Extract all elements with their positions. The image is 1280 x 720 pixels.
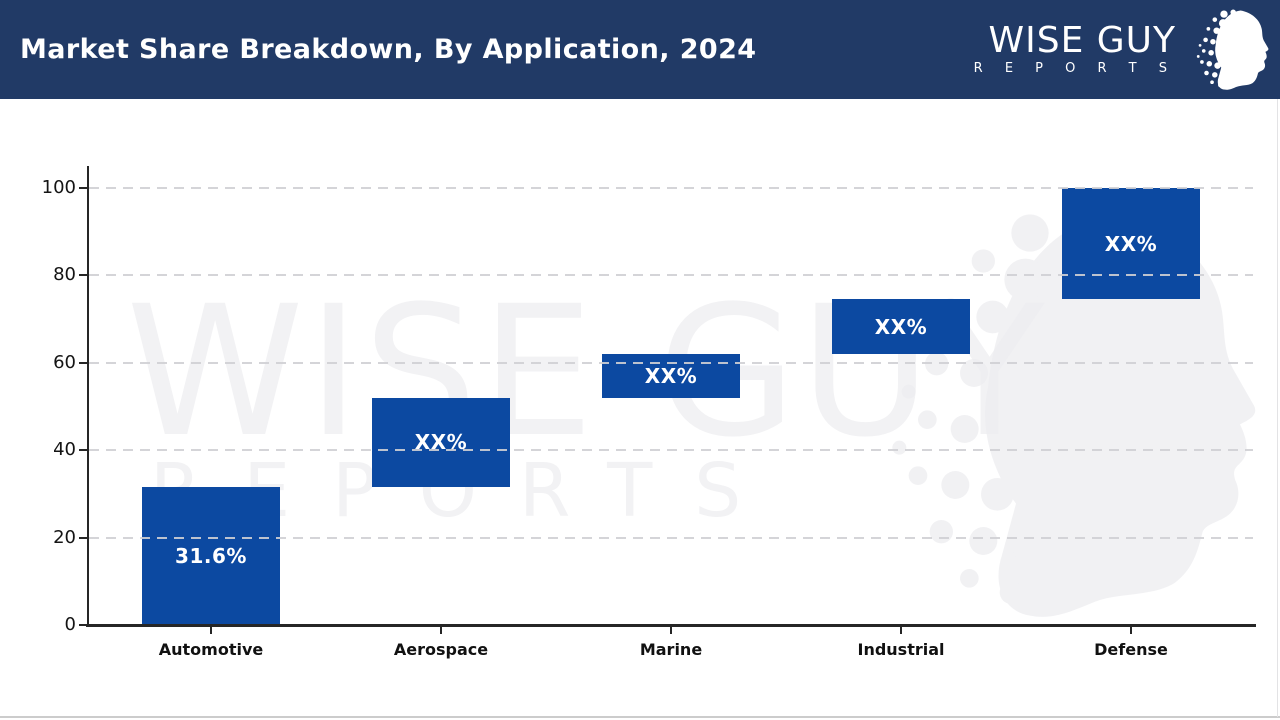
- bar-marine: XX%: [602, 354, 740, 398]
- x-tick-industrial: [900, 626, 902, 634]
- x-tick-automotive: [210, 626, 212, 634]
- y-tick-80: [79, 274, 87, 277]
- brand-logo: WISE GUY R E P O R T S: [970, 8, 1280, 92]
- gridline-40: [89, 449, 1253, 452]
- bar-defense: XX%: [1062, 188, 1200, 300]
- x-axis-label-defense: Defense: [1094, 640, 1168, 659]
- y-tick-label-60: 60: [53, 351, 76, 373]
- y-tick-20: [79, 536, 87, 539]
- bar-aerospace: XX%: [372, 397, 510, 487]
- gridline-80: [89, 274, 1253, 277]
- brand-logo-text: WISE GUY R E P O R T S: [970, 20, 1176, 77]
- gridline-100: [89, 187, 1253, 189]
- bar-value-label: XX%: [874, 314, 928, 339]
- wise-guy-face-icon: [1178, 8, 1270, 92]
- x-tick-defense: [1130, 626, 1132, 634]
- y-tick-label-40: 40: [53, 439, 76, 461]
- brand-name: WISE GUY: [988, 20, 1176, 61]
- gridline-20: [89, 536, 1253, 539]
- y-axis-line: [87, 166, 89, 627]
- x-tick-aerospace: [440, 626, 442, 634]
- y-tick-label-0: 0: [64, 614, 76, 635]
- y-tick-60: [79, 361, 87, 364]
- x-tick-marine: [670, 626, 672, 634]
- gridline-60: [89, 361, 1253, 364]
- right-divider: [1277, 99, 1278, 717]
- bar-value-label: XX%: [1104, 231, 1158, 256]
- header-bar: Market Share Breakdown, By Application, …: [0, 0, 1280, 99]
- bottom-divider: [0, 716, 1280, 718]
- y-tick-label-100: 100: [41, 177, 76, 198]
- bar-value-label: 31.6%: [175, 543, 247, 568]
- y-tick-40: [79, 449, 87, 452]
- bar-industrial: XX%: [832, 299, 970, 355]
- bar-value-label: XX%: [644, 363, 698, 388]
- y-tick-label-20: 20: [53, 526, 76, 548]
- x-axis-line: [86, 624, 1256, 627]
- x-axis-label-aerospace: Aerospace: [393, 640, 489, 659]
- brand-subname: R E P O R T S: [973, 61, 1176, 76]
- y-tick-label-80: 80: [53, 264, 76, 286]
- x-axis-label-industrial: Industrial: [857, 640, 945, 659]
- bar-automotive: 31.6%: [142, 486, 280, 625]
- page-title: Market Share Breakdown, By Application, …: [20, 34, 757, 65]
- x-axis-label-automotive: Automotive: [158, 640, 264, 659]
- y-tick-0: [79, 624, 87, 626]
- y-tick-100: [79, 187, 87, 189]
- x-axis-label-marine: Marine: [639, 640, 703, 659]
